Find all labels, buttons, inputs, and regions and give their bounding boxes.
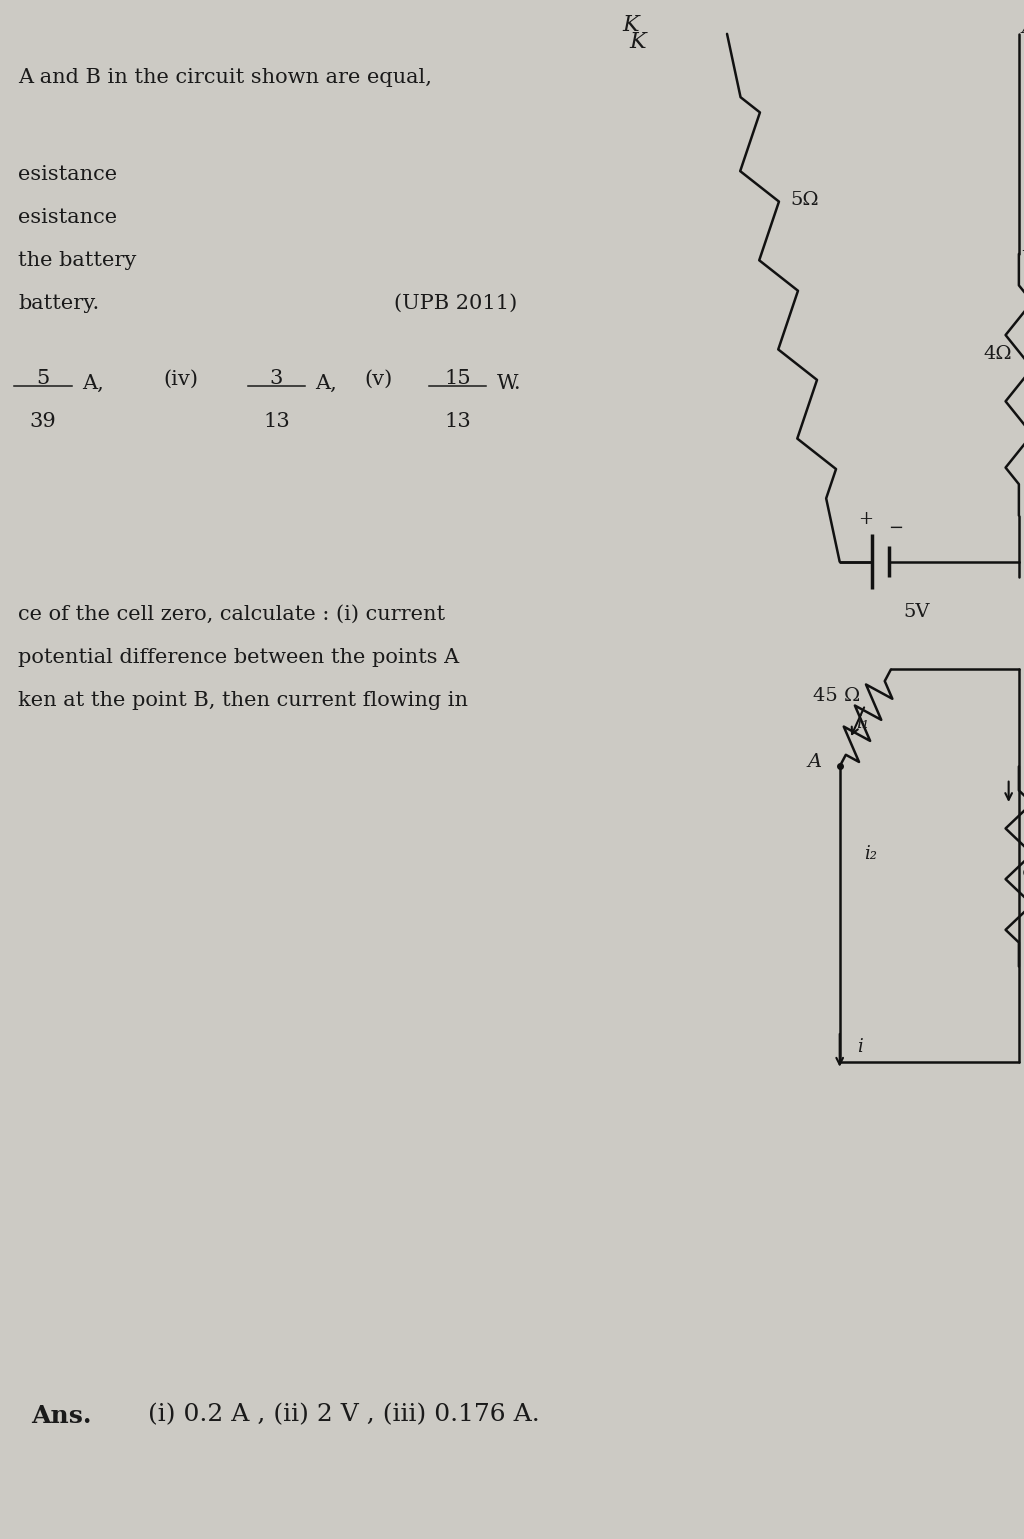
Text: (iv): (iv) — [164, 369, 199, 388]
Text: A: A — [807, 753, 821, 771]
Text: i₂: i₂ — [864, 845, 877, 863]
Text: B: B — [1022, 237, 1024, 255]
Text: 13: 13 — [263, 412, 290, 431]
Text: K: K — [623, 14, 639, 35]
Text: 5Ω: 5Ω — [791, 191, 819, 209]
Text: −: − — [889, 519, 903, 537]
Text: 5V: 5V — [903, 603, 930, 622]
Text: 45 Ω: 45 Ω — [813, 686, 860, 705]
Text: ken at the point B, then current flowing in: ken at the point B, then current flowing… — [18, 691, 468, 709]
Text: 3: 3 — [269, 369, 284, 388]
Text: +: + — [858, 509, 872, 528]
Text: (i) 0.2 A , (ii) 2 V , (iii) 0.176 A.: (i) 0.2 A , (ii) 2 V , (iii) 0.176 A. — [148, 1404, 541, 1427]
Text: (UPB 2011): (UPB 2011) — [394, 294, 517, 312]
Text: 9Ω: 9Ω — [1022, 868, 1024, 886]
Text: esistance: esistance — [18, 165, 118, 183]
Text: 39: 39 — [30, 412, 56, 431]
Text: Ans.: Ans. — [31, 1404, 91, 1428]
Text: A,: A, — [315, 374, 337, 392]
Text: A,: A, — [82, 374, 103, 392]
Text: i₁: i₁ — [856, 714, 868, 733]
Text: 5: 5 — [37, 369, 49, 388]
Text: potential difference between the points A: potential difference between the points … — [18, 648, 460, 666]
Text: esistance: esistance — [18, 208, 118, 226]
Text: i: i — [857, 1037, 863, 1056]
Text: A: A — [1022, 18, 1024, 37]
Text: A and B in the circuit shown are equal,: A and B in the circuit shown are equal, — [18, 68, 432, 86]
Text: the battery: the battery — [18, 251, 137, 269]
Text: ce of the cell zero, calculate : (i) current: ce of the cell zero, calculate : (i) cur… — [18, 605, 445, 623]
Text: 15: 15 — [444, 369, 471, 388]
Text: 13: 13 — [444, 412, 471, 431]
Text: 4Ω: 4Ω — [983, 345, 1012, 363]
Text: K: K — [630, 31, 646, 52]
Text: (v): (v) — [365, 369, 393, 388]
Text: battery.: battery. — [18, 294, 99, 312]
Text: W.: W. — [497, 374, 521, 392]
